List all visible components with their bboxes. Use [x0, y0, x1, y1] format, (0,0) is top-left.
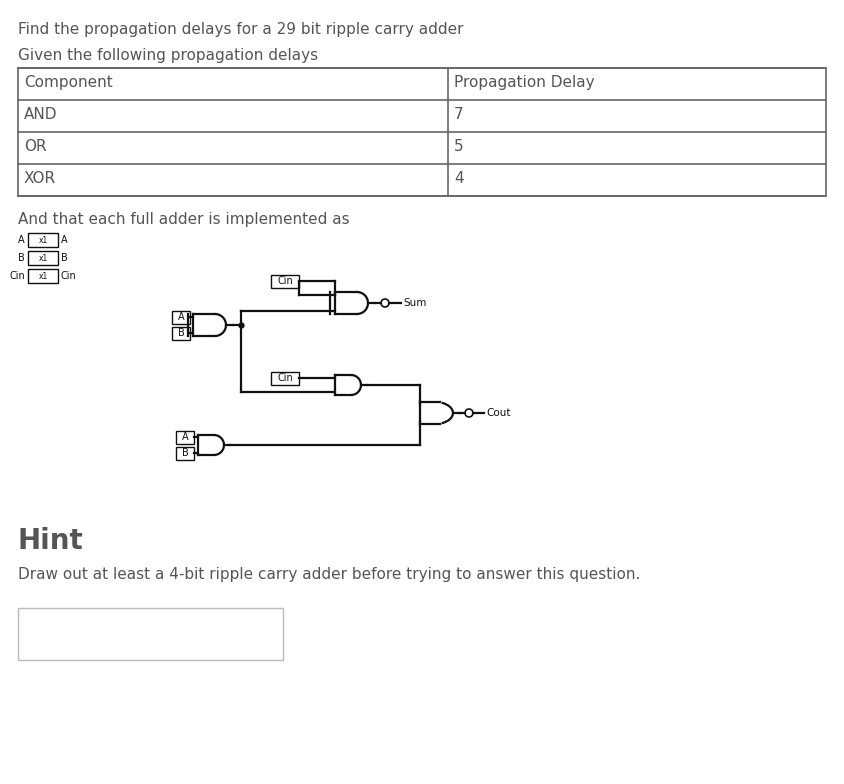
Text: x1: x1 — [38, 271, 47, 281]
Text: XOR: XOR — [24, 171, 56, 186]
Text: Hint: Hint — [18, 527, 84, 555]
Text: Sum: Sum — [403, 298, 426, 308]
Text: A: A — [181, 432, 188, 442]
Text: x1: x1 — [38, 235, 47, 245]
Text: Component: Component — [24, 75, 113, 90]
Text: AND: AND — [24, 107, 57, 122]
Bar — [176, 447, 194, 459]
Text: Draw out at least a 4-bit ripple carry adder before trying to answer this questi: Draw out at least a 4-bit ripple carry a… — [18, 567, 641, 582]
Bar — [172, 326, 190, 339]
Bar — [18, 608, 283, 660]
Text: 4: 4 — [454, 171, 463, 186]
Text: Cin: Cin — [9, 271, 25, 281]
Text: 5: 5 — [454, 139, 463, 154]
Text: B: B — [61, 253, 68, 263]
Text: x1: x1 — [38, 253, 47, 263]
Text: B: B — [177, 328, 184, 338]
Text: And that each full adder is implemented as: And that each full adder is implemented … — [18, 212, 349, 227]
Text: A: A — [61, 235, 68, 245]
Bar — [28, 269, 58, 283]
Text: B: B — [19, 253, 25, 263]
Bar — [271, 372, 299, 384]
Text: Cin: Cin — [277, 276, 293, 286]
Text: Cin: Cin — [277, 373, 293, 383]
Text: Cin: Cin — [61, 271, 77, 281]
Text: B: B — [181, 448, 188, 458]
Bar — [28, 233, 58, 247]
Bar — [176, 430, 194, 444]
Text: A: A — [178, 312, 184, 322]
Text: 7: 7 — [454, 107, 463, 122]
Bar — [18, 68, 826, 196]
Text: OR: OR — [24, 139, 46, 154]
Bar — [28, 251, 58, 265]
Text: Propagation Delay: Propagation Delay — [454, 75, 595, 90]
Text: Cout: Cout — [486, 408, 511, 418]
Text: A: A — [19, 235, 25, 245]
Text: Given the following propagation delays: Given the following propagation delays — [18, 48, 318, 63]
Bar — [271, 274, 299, 288]
Text: Find the propagation delays for a 29 bit ripple carry adder: Find the propagation delays for a 29 bit… — [18, 22, 463, 37]
Bar — [172, 310, 190, 324]
